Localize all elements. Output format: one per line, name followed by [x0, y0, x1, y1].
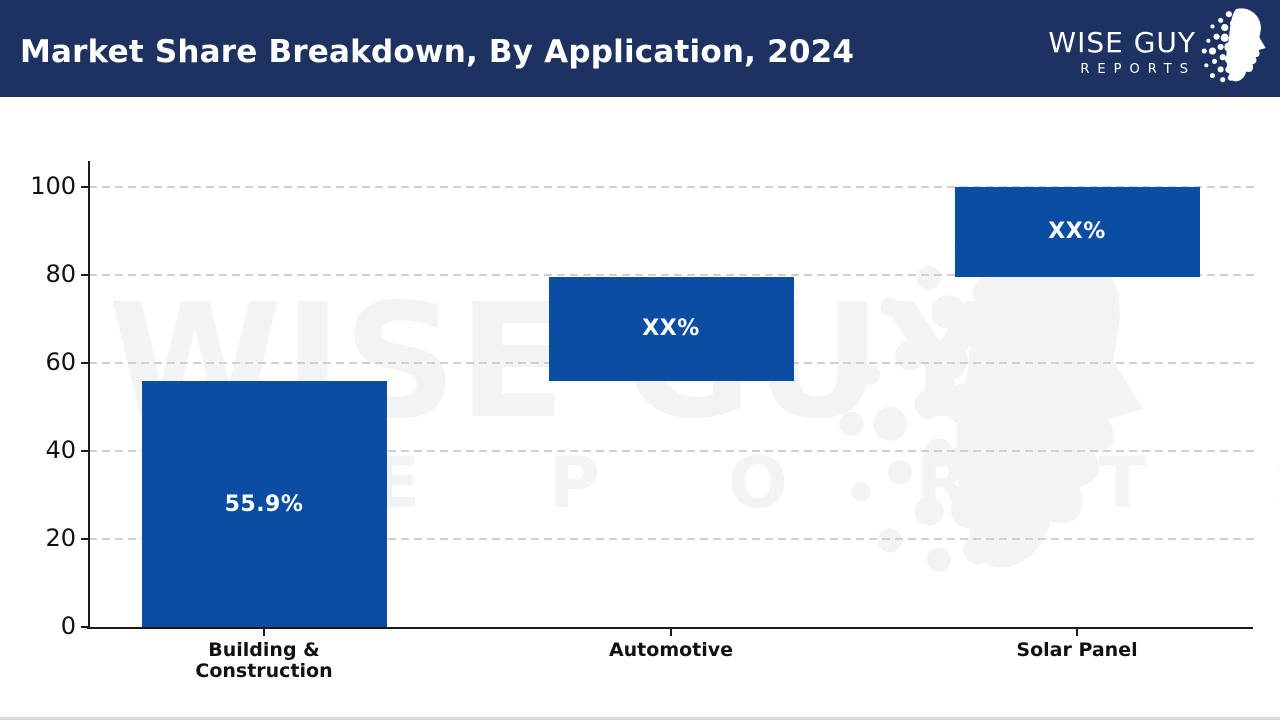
- x-tick-1: [263, 629, 265, 636]
- bar-2: XX%: [548, 276, 794, 382]
- logo-wordmark: WISE GUY: [1048, 25, 1196, 59]
- wise-guy-reports-logo: WISE GUY REPORTS: [1048, 4, 1272, 94]
- y-tick-20: [81, 538, 89, 540]
- chart-title: Market Share Breakdown, By Application, …: [20, 33, 855, 70]
- category-label-2: Automotive: [608, 639, 734, 661]
- bar-1: 55.9%: [141, 381, 387, 627]
- logo-text: WISE GUY REPORTS: [1048, 26, 1196, 77]
- logo-face-icon: [1201, 8, 1266, 83]
- y-tick-label-20: 20: [45, 524, 76, 552]
- y-axis-line: [88, 161, 90, 629]
- x-axis-line: [87, 627, 1253, 629]
- plot-area: 0 20 40 60 80 100 55.9% Building & Construction…: [0, 97, 1280, 717]
- y-tick-80: [81, 274, 89, 276]
- bar-value-label-1: 55.9%: [224, 491, 304, 517]
- y-tick-label-60: 60: [45, 348, 76, 376]
- y-tick-100: [81, 186, 89, 188]
- x-tick-3: [1076, 629, 1078, 636]
- y-tick-label-40: 40: [45, 436, 76, 464]
- x-tick-2: [670, 629, 672, 636]
- y-tick-40: [81, 450, 89, 452]
- y-tick-60: [81, 362, 89, 364]
- category-label-3: Solar Panel: [1016, 639, 1138, 661]
- gridline-80: [89, 274, 1258, 276]
- logo-subtext: REPORTS: [1080, 61, 1196, 77]
- gridline-100: [89, 186, 1258, 188]
- watermark-face-icon: [839, 221, 1143, 572]
- gridline-20: [89, 538, 1258, 540]
- bar-value-label-3: XX%: [1048, 219, 1106, 245]
- y-tick-label-0: 0: [60, 612, 76, 640]
- bar-3: XX%: [954, 187, 1200, 277]
- bar-value-label-2: XX%: [642, 316, 700, 342]
- header-band: Market Share Breakdown, By Application, …: [0, 0, 1280, 97]
- y-tick-label-100: 100: [30, 172, 76, 200]
- y-tick-0: [81, 626, 89, 628]
- category-label-1: Building & Construction: [195, 639, 333, 682]
- y-tick-label-80: 80: [45, 260, 76, 288]
- gridline-40: [89, 450, 1258, 452]
